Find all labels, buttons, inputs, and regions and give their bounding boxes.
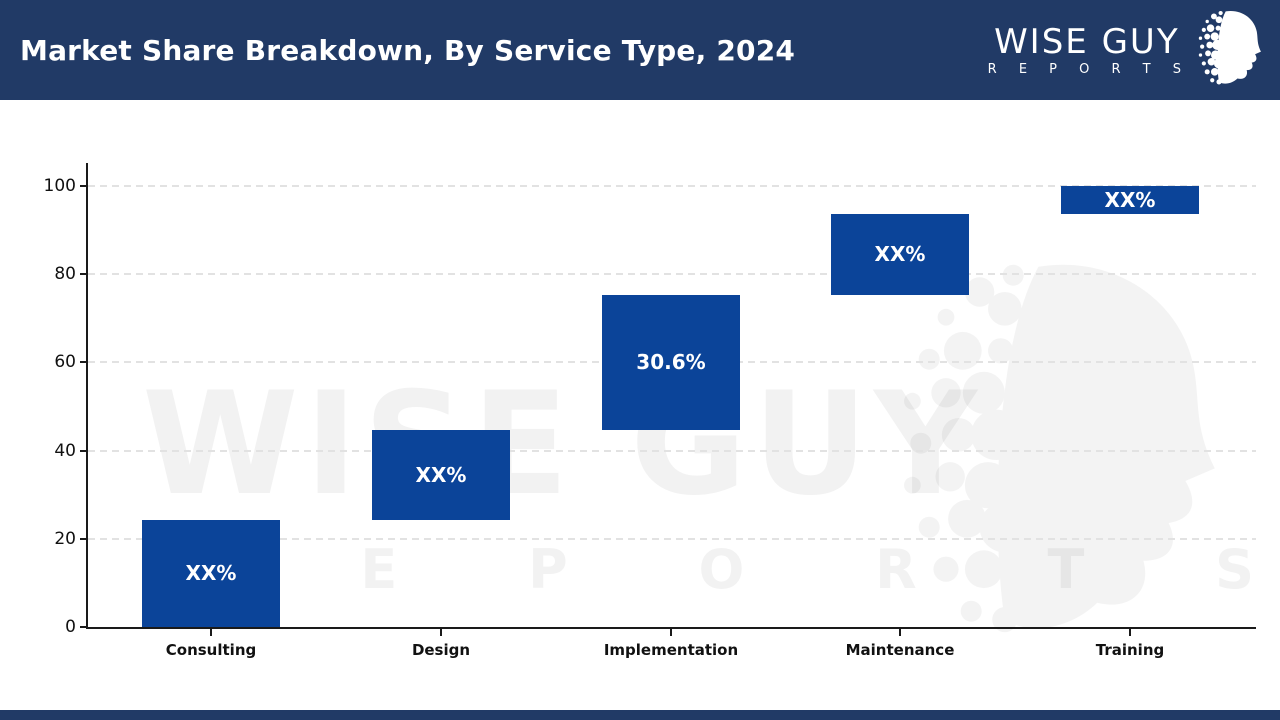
x-tick-2: [670, 629, 672, 636]
watermark-text: WISE GUY: [142, 362, 983, 527]
x-tick-4: [1129, 629, 1131, 636]
y-axis-line: [86, 163, 88, 629]
y-tick-label-0: 0: [65, 617, 76, 637]
y-tick-label-40: 40: [54, 440, 76, 461]
y-tick-60: [80, 361, 88, 364]
y-tick-label-80: 80: [54, 264, 76, 285]
x-tick-label-0: Consulting: [165, 641, 257, 659]
wise-guy-logo: WISE GUY R E P O R T S: [984, 0, 1280, 100]
y-tick-label-60: 60: [54, 352, 76, 373]
y-tick-label-20: 20: [54, 528, 76, 549]
gridline-20: [88, 537, 1256, 540]
y-tick-20: [80, 537, 88, 540]
gridline-40: [88, 449, 1256, 452]
y-tick-80: [80, 273, 88, 276]
logo-wordmark: WISE GUY: [994, 21, 1180, 62]
bar-maintenance: XX%: [831, 213, 969, 295]
chart-plot-area: WISE GUY R E P O R T S 0 20 40 60 80 100 XX% Co…: [0, 100, 1280, 710]
logo-text: WISE GUY R E P O R T S: [984, 25, 1190, 76]
bar-value-label: 30.6%: [636, 350, 706, 375]
bar-value-label: XX%: [874, 242, 926, 267]
bar-implementation: 30.6%: [602, 294, 740, 430]
x-axis-line: [86, 627, 1256, 629]
bar-design: XX%: [372, 429, 510, 520]
x-tick-label-4: Training: [1095, 641, 1165, 659]
bar-consulting: XX%: [142, 519, 280, 627]
header-bar: Market Share Breakdown, By Service Type,…: [0, 0, 1280, 100]
logo-subtitle: R E P O R T S: [987, 61, 1190, 77]
logo-head-icon: [1176, 8, 1272, 92]
x-tick-0: [210, 629, 212, 636]
x-tick-3: [899, 629, 901, 636]
gridline-80: [88, 273, 1256, 276]
x-tick-label-3: Maintenance: [845, 641, 955, 659]
y-tick-100: [80, 185, 88, 187]
bar-value-label: XX%: [415, 462, 467, 487]
bar-value-label: XX%: [1104, 187, 1156, 212]
x-tick-label-1: Design: [411, 641, 471, 659]
page-title: Market Share Breakdown, By Service Type,…: [20, 33, 796, 67]
bar-value-label: XX%: [185, 561, 237, 586]
x-tick-label-2: Implementation: [603, 641, 739, 659]
y-tick-label-100: 100: [43, 176, 76, 196]
x-tick-1: [440, 629, 442, 636]
bar-training: XX%: [1061, 186, 1199, 214]
gridline-100: [88, 185, 1256, 187]
footer-bar: [0, 710, 1280, 720]
y-tick-0: [80, 626, 88, 628]
y-tick-40: [80, 449, 88, 452]
